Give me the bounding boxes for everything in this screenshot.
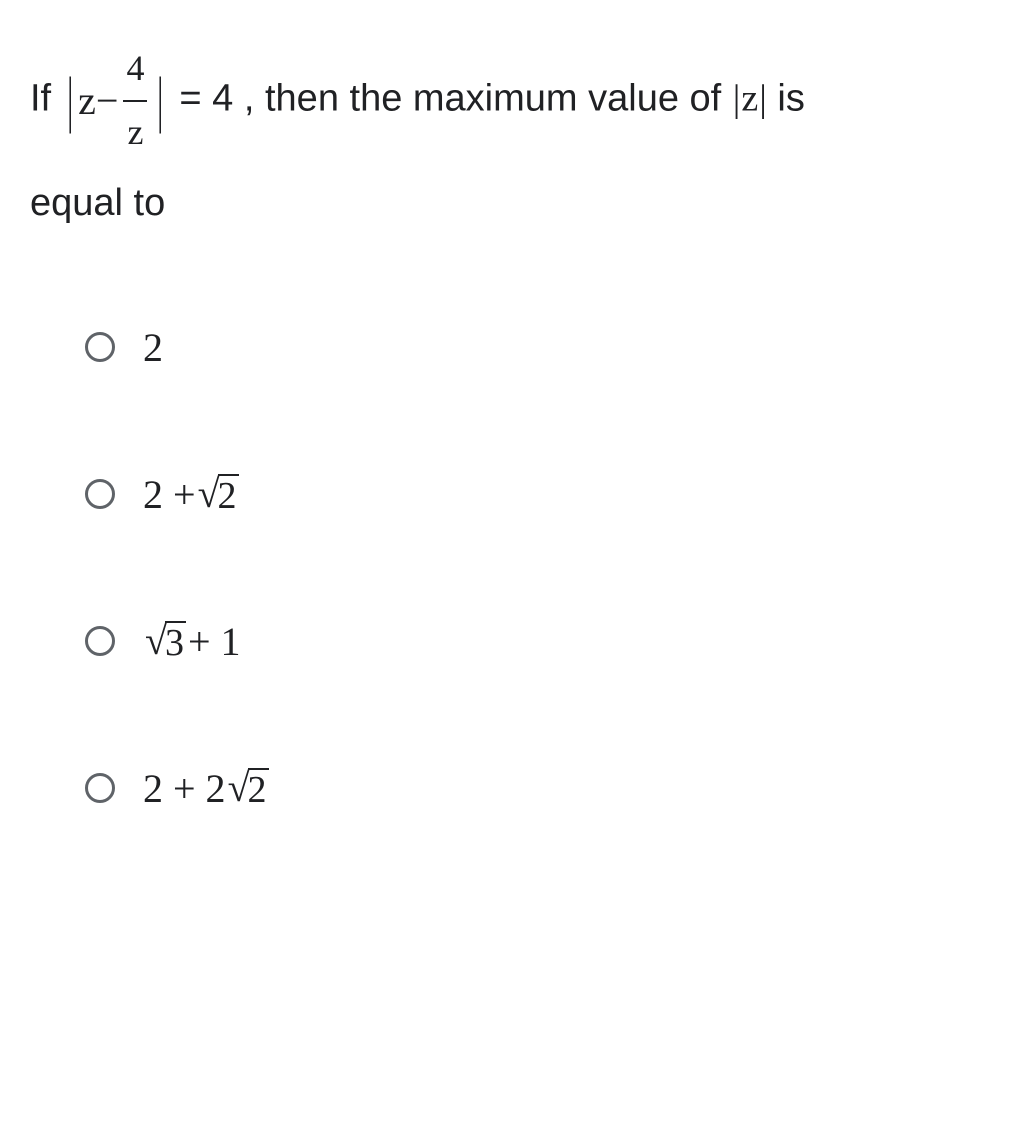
option-text-part: 2 + (143, 471, 196, 518)
options-list: 22 + √2√3 + 12 + 2√2 (30, 294, 994, 812)
radio-button[interactable] (85, 626, 115, 656)
option-3[interactable]: √3 + 1 (85, 618, 994, 665)
sqrt-expression: √3 (145, 621, 186, 662)
abs-var: z (78, 69, 96, 133)
option-text: 2 + √2 (143, 471, 241, 518)
option-text-part: 2 + 2 (143, 765, 226, 812)
fraction-denominator: z (123, 100, 147, 162)
option-4[interactable]: 2 + 2√2 (85, 765, 994, 812)
radio-button[interactable] (85, 773, 115, 803)
question-middle: , then the maximum value of (244, 78, 732, 120)
sqrt-sign: √ (145, 621, 167, 661)
option-text-part: 2 (143, 324, 163, 371)
small-abs-bar-right: | (758, 78, 768, 120)
small-abs-expression: |z| (732, 78, 778, 120)
option-text: 2 (143, 324, 163, 371)
abs-expression: | z − 4 z | (62, 40, 169, 161)
radio-button[interactable] (85, 479, 115, 509)
question-suffix: is (777, 78, 804, 120)
question-block: If | z − 4 z | = 4 , then the maximum va… (30, 40, 994, 234)
abs-bar-right: | (157, 73, 165, 129)
option-2[interactable]: 2 + √2 (85, 471, 994, 518)
sqrt-sign: √ (198, 474, 220, 514)
abs-content: z − 4 z (78, 40, 152, 161)
option-text: 2 + 2√2 (143, 765, 271, 812)
small-abs-var: z (741, 78, 758, 120)
sqrt-sign: √ (228, 768, 250, 808)
sqrt-argument: 3 (165, 621, 186, 662)
sqrt-expression: √2 (228, 768, 269, 809)
sqrt-argument: 2 (218, 474, 239, 515)
question-line2: equal to (30, 173, 994, 234)
option-1[interactable]: 2 (85, 324, 994, 371)
small-abs-bar-left: | (732, 78, 742, 120)
minus-sign: − (96, 69, 119, 133)
sqrt-argument: 2 (248, 768, 269, 809)
question-text: If | z − 4 z | = 4 , then the maximum va… (30, 40, 994, 234)
equals-value: = 4 (179, 78, 233, 120)
fraction-numerator: 4 (122, 40, 148, 100)
option-text-part: + 1 (188, 618, 241, 665)
abs-bar-left: | (66, 73, 74, 129)
option-text: √3 + 1 (143, 618, 241, 665)
sqrt-expression: √2 (198, 474, 239, 515)
question-prefix: If (30, 78, 62, 120)
radio-button[interactable] (85, 332, 115, 362)
fraction: 4 z (122, 40, 148, 161)
